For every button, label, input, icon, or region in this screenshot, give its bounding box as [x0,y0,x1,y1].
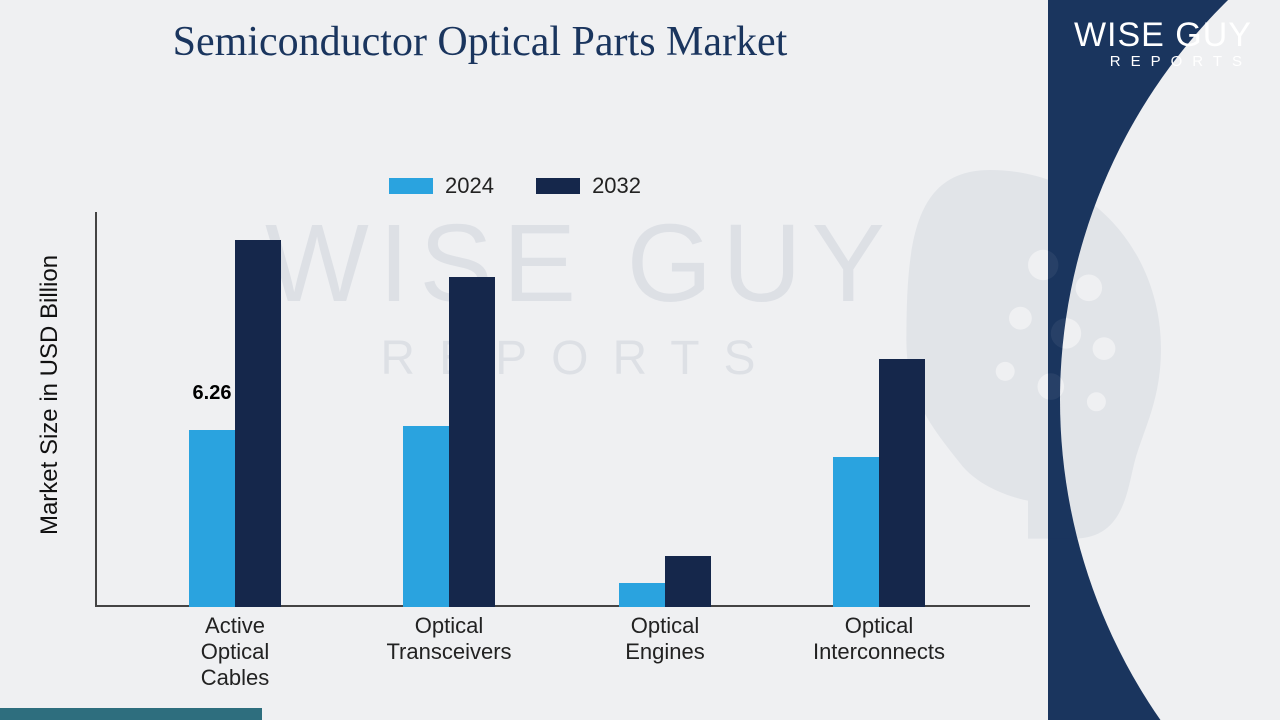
bar-value-label: 6.26 [193,382,232,405]
bar-2024 [189,430,235,607]
logo-line1: WISE GUY [1074,18,1252,52]
legend-label-2024: 2024 [445,173,494,199]
plot-area: 6.26 [95,212,1030,607]
y-axis-line [95,212,97,607]
bar-2024 [403,426,449,607]
bar-2024 [619,583,665,607]
logo-line2: REPORTS [1074,54,1252,69]
y-axis-label: Market Size in USD Billion [36,255,64,535]
bottom-accent-bar [0,708,262,720]
category-label: OpticalEngines [575,613,755,665]
bar-2032 [449,277,495,607]
category-label: OpticalInterconnects [789,613,969,665]
chart-title: Semiconductor Optical Parts Market [0,18,960,66]
bar-2024 [833,457,879,607]
bar-2032 [235,240,281,607]
legend-swatch-2024 [389,178,433,194]
category-label: OpticalTransceivers [359,613,539,665]
bar-2032 [879,359,925,607]
legend-label-2032: 2032 [592,173,641,199]
category-label: ActiveOpticalCables [145,613,325,691]
legend-item-2032: 2032 [536,173,641,199]
chart-legend: 2024 2032 [0,173,1030,200]
bar-2032 [665,556,711,607]
legend-swatch-2032 [536,178,580,194]
brand-logo: WISE GUY REPORTS [1074,18,1252,69]
legend-item-2024: 2024 [389,173,494,199]
chart-canvas: WISE GUY REPORTS Semiconductor Optical P… [0,0,1280,720]
